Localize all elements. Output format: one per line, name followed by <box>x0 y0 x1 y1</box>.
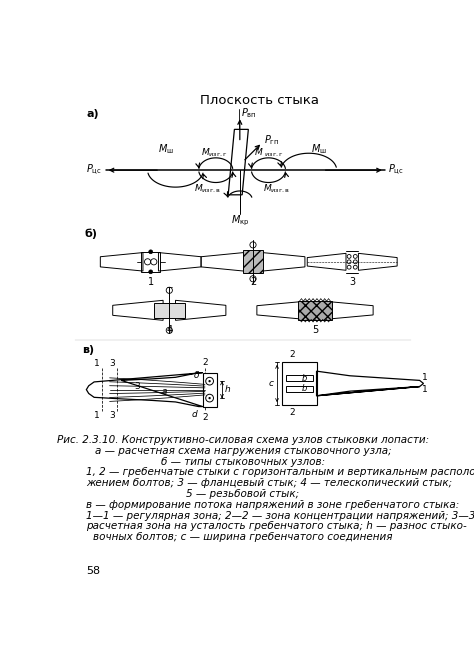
Text: 4: 4 <box>166 325 173 334</box>
Text: б — типы стыковочных узлов:: б — типы стыковочных узлов: <box>161 457 325 467</box>
Text: 5 — резьбовой стык;: 5 — резьбовой стык; <box>186 489 300 499</box>
Text: b: b <box>301 384 307 393</box>
Circle shape <box>149 250 153 254</box>
Text: 1: 1 <box>93 411 100 420</box>
Polygon shape <box>243 251 263 274</box>
Text: 1: 1 <box>147 277 154 287</box>
Polygon shape <box>154 303 185 318</box>
Text: 3: 3 <box>109 411 115 420</box>
Circle shape <box>209 397 211 399</box>
Text: $M_{\rm ш}$: $M_{\rm ш}$ <box>311 143 327 156</box>
Text: 1: 1 <box>422 373 428 382</box>
Text: 3: 3 <box>349 277 355 287</box>
Text: $M_{\rm изг.в}$: $M_{\rm изг.в}$ <box>194 182 222 195</box>
Text: $P_{\rm гп}$: $P_{\rm гп}$ <box>264 134 279 147</box>
Text: жением болтов; 3 — фланцевый стык; 4 — телескопический стык;: жением болтов; 3 — фланцевый стык; 4 — т… <box>86 478 453 488</box>
Text: Плоскость стыка: Плоскость стыка <box>200 95 319 107</box>
Text: 1—1 — регулярная зона; 2—2 — зона концентрации напряжений; 3—3 —: 1—1 — регулярная зона; 2—2 — зона концен… <box>86 510 474 520</box>
Text: c: c <box>269 379 274 388</box>
Text: d: d <box>192 410 198 418</box>
Text: $M_{\rm кр}$: $M_{\rm кр}$ <box>231 214 249 227</box>
Circle shape <box>209 380 211 382</box>
Text: б): б) <box>84 228 97 239</box>
Text: $M\ _{\rm изг.г}$: $M\ _{\rm изг.г}$ <box>254 147 283 159</box>
Text: в — формирование потока напряжений в зоне гребенчатого стыка:: в — формирование потока напряжений в зон… <box>86 500 460 510</box>
Text: в): в) <box>82 345 95 355</box>
Text: a: a <box>161 387 167 396</box>
Text: $M_{\rm изг.г}$: $M_{\rm изг.г}$ <box>201 147 228 159</box>
Text: 1: 1 <box>422 385 428 394</box>
Text: расчетная зона на усталость гребенчатого стыка; h — разнос стыко-: расчетная зона на усталость гребенчатого… <box>86 522 467 531</box>
Text: $P_{\rm цс}$: $P_{\rm цс}$ <box>86 163 102 177</box>
Text: $M_{\rm ш}$: $M_{\rm ш}$ <box>158 143 174 156</box>
Text: 2: 2 <box>289 350 294 359</box>
Text: Рис. 2.3.10. Конструктивно-силовая схема узлов стыковки лопасти:: Рис. 2.3.10. Конструктивно-силовая схема… <box>57 435 429 445</box>
Text: 3: 3 <box>134 382 140 391</box>
Text: вочных болтов; с — ширина гребенчатого соединения: вочных болтов; с — ширина гребенчатого с… <box>93 532 392 542</box>
Text: 58: 58 <box>86 566 100 576</box>
Text: $P_{\rm вп}$: $P_{\rm вп}$ <box>241 106 257 120</box>
Text: $M_{\rm изг.в}$: $M_{\rm изг.в}$ <box>263 182 290 195</box>
Text: 5: 5 <box>312 325 318 334</box>
Text: 2: 2 <box>289 408 294 417</box>
Text: δ: δ <box>194 371 199 380</box>
Text: 1, 2 — гребенчатые стыки с горизонтальным и вертикальным располо-: 1, 2 — гребенчатые стыки с горизонтальны… <box>86 467 474 477</box>
Circle shape <box>149 270 153 274</box>
Text: 3: 3 <box>109 359 115 368</box>
Text: а — расчетная схема нагружения стыковочного узла;: а — расчетная схема нагружения стыковочн… <box>95 446 391 456</box>
Polygon shape <box>298 301 332 319</box>
Text: а): а) <box>86 109 99 119</box>
Text: h: h <box>224 385 230 394</box>
Text: $P_{\rm цс}$: $P_{\rm цс}$ <box>388 163 404 177</box>
Text: 2: 2 <box>202 412 208 422</box>
Text: 1: 1 <box>93 359 100 368</box>
Text: 2: 2 <box>250 277 256 287</box>
Text: 2: 2 <box>202 358 208 367</box>
Text: b: b <box>301 373 307 383</box>
